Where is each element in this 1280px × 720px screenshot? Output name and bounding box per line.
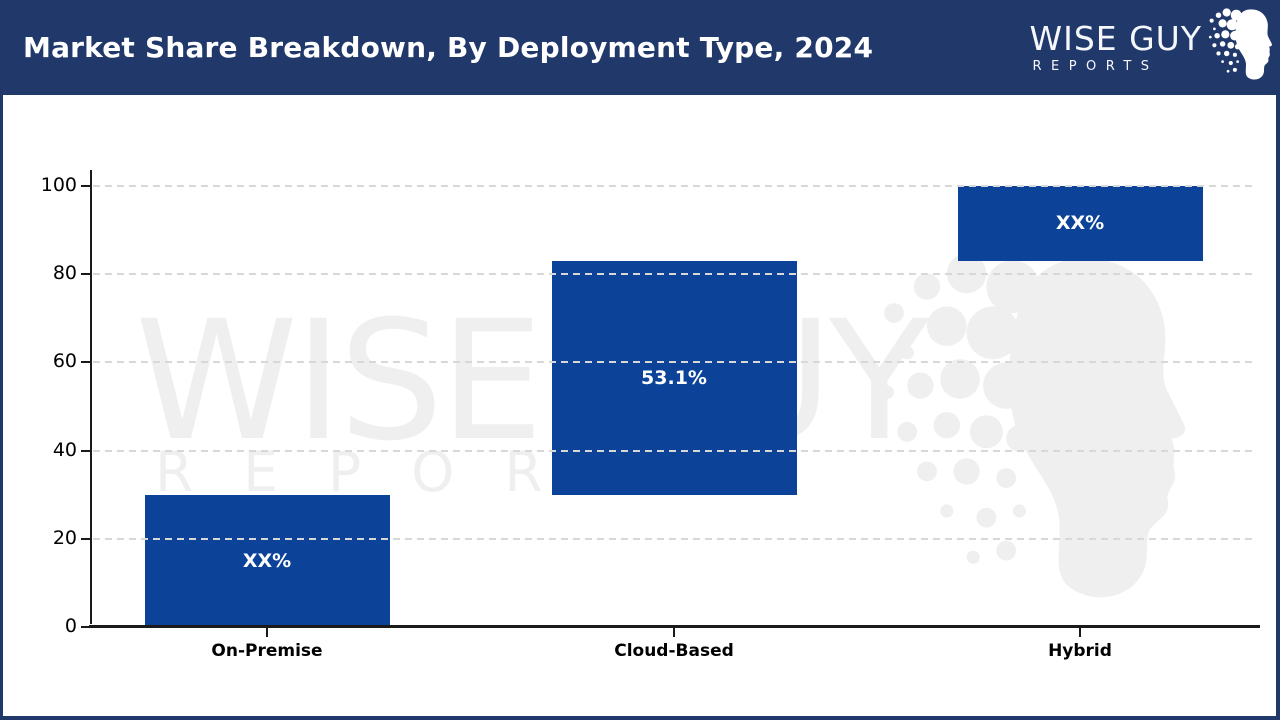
- y-tick-label: 0: [64, 615, 77, 637]
- x-axis-spine: [89, 625, 1260, 628]
- watermark-wordmark: WISE GUY: [135, 285, 930, 477]
- y-tick-mark: [81, 537, 91, 540]
- y-tick-mark: [81, 449, 91, 452]
- y-tick-mark: [81, 273, 91, 276]
- x-category-label: Hybrid: [1048, 641, 1112, 661]
- y-tick-label: 80: [52, 262, 77, 285]
- chart-canvas: WISE GUY REPORTS XX% 53.1% XX% 0 20 40 60 80 10…: [3, 95, 1276, 716]
- x-tick-mark: [1079, 628, 1081, 637]
- y-tick-label: 40: [52, 438, 77, 461]
- wise-guy-logo: WISE GUY REPORTS: [1029, 7, 1274, 89]
- bar-value-label: 53.1%: [641, 366, 707, 389]
- logo-wordmark: WISE GUY: [1029, 19, 1202, 58]
- y-tick-label: 20: [52, 526, 77, 549]
- y-tick-label: 60: [52, 350, 77, 373]
- x-category-label: On-Premise: [211, 641, 323, 661]
- wise-guy-face-icon: [1208, 7, 1272, 80]
- logo-subtitle: REPORTS: [1032, 59, 1159, 74]
- x-category-label: Cloud-Based: [614, 641, 734, 661]
- wise-guy-face-watermark-icon: [880, 253, 1186, 598]
- gridline: [93, 185, 1257, 187]
- gridline: [93, 273, 1257, 276]
- gridline: [93, 537, 1257, 540]
- bar: XX%: [144, 494, 390, 627]
- gridline: [93, 449, 1257, 452]
- x-tick-mark: [673, 628, 675, 637]
- logo-wordmark-block: WISE GUY REPORTS: [1029, 22, 1202, 73]
- y-tick-mark: [81, 626, 91, 628]
- y-tick-mark: [81, 361, 91, 364]
- x-tick-mark: [266, 628, 268, 637]
- y-axis-spine: [90, 170, 92, 624]
- bar-value-label: XX%: [242, 549, 292, 572]
- bar: 53.1%: [551, 260, 797, 495]
- bar: XX%: [957, 186, 1203, 261]
- gridline: [93, 361, 1257, 364]
- header-bar: Market Share Breakdown, By Deployment Ty…: [3, 0, 1276, 95]
- bar-value-label: XX%: [1055, 212, 1105, 235]
- y-tick-label: 100: [40, 174, 77, 196]
- y-tick-mark: [81, 185, 91, 187]
- page-title: Market Share Breakdown, By Deployment Ty…: [23, 31, 874, 64]
